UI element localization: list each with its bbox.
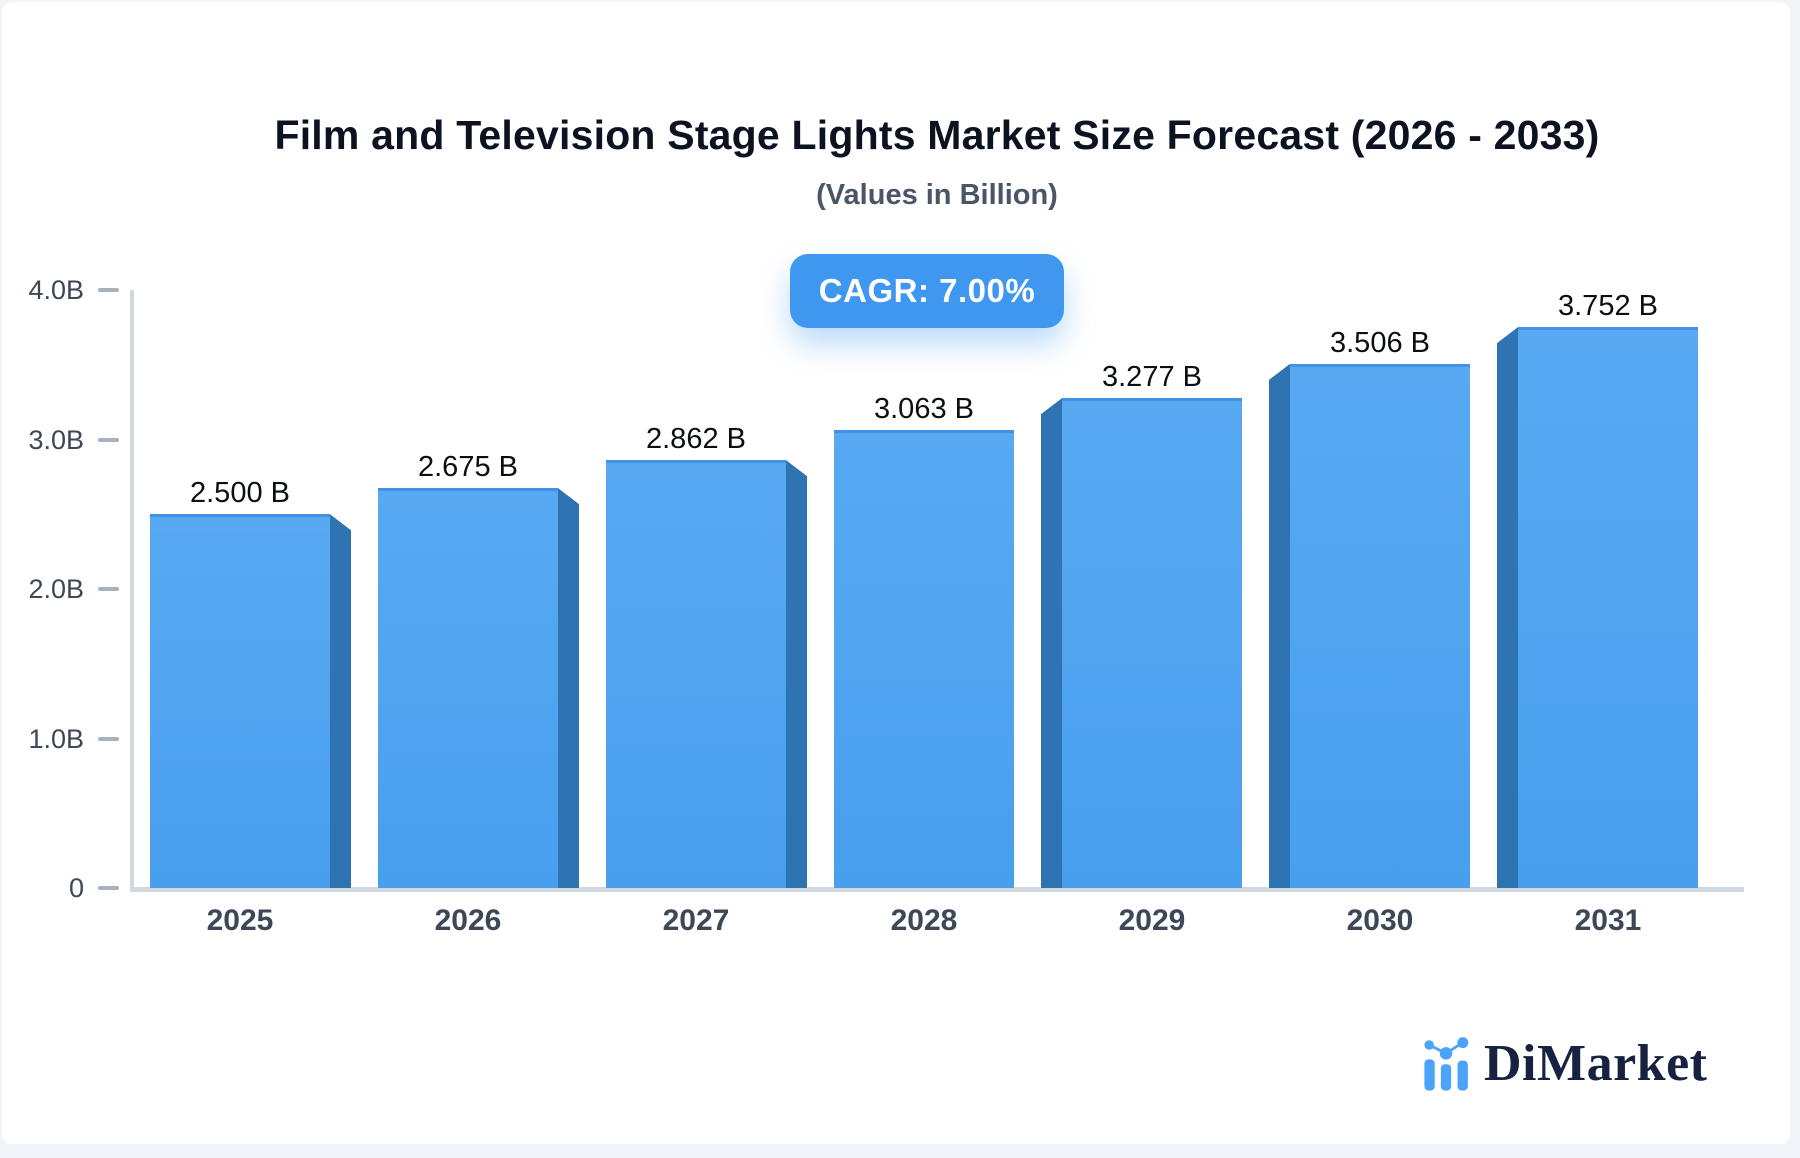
- y-axis-tick-label: 0: [68, 873, 84, 903]
- x-axis-label: 2030: [1346, 904, 1414, 937]
- chart-header: Film and Television Stage Lights Market …: [132, 112, 1742, 212]
- x-axis-label: 2028: [890, 904, 958, 937]
- y-axis-tick-label: 1.0B: [28, 723, 84, 754]
- y-axis-tick-label: 3.0B: [28, 424, 84, 455]
- bar-side-face: [1041, 398, 1062, 888]
- y-axis-tick: [98, 587, 119, 591]
- bar-value-label: 3.063 B: [874, 393, 974, 426]
- bar-side-face: [1269, 363, 1290, 888]
- y-axis-tick: [98, 736, 119, 741]
- bar: [378, 488, 558, 888]
- bar: [606, 460, 786, 888]
- bar-value-label: 2.500 B: [190, 477, 290, 510]
- bar-value-label: 2.862 B: [646, 423, 746, 456]
- y-axis-tick: [98, 437, 119, 442]
- y-axis-line: [130, 290, 134, 887]
- cagr-badge: CAGR: 7.00%: [790, 254, 1064, 328]
- brand-logo-text: DiMarket: [1484, 1034, 1708, 1092]
- x-axis-label: 2025: [206, 904, 274, 937]
- y-axis-tick-label: 4.0B: [28, 275, 84, 305]
- bar-value-label: 3.506 B: [1330, 326, 1430, 359]
- y-axis-tick: [98, 886, 119, 890]
- brand-logo-icon: [1424, 1037, 1469, 1091]
- bar-side-face: [558, 488, 579, 888]
- bar: [1290, 363, 1470, 888]
- bar-value-label: 3.277 B: [1102, 361, 1202, 394]
- bar-side-face: [330, 514, 351, 888]
- x-axis-label: 2026: [434, 904, 502, 937]
- bar-value-label: 3.752 B: [1558, 290, 1658, 323]
- bar: [834, 430, 1014, 888]
- chart-title: Film and Television Stage Lights Market …: [274, 112, 1600, 158]
- y-axis-tick: [98, 288, 119, 292]
- x-axis-label: 2027: [662, 904, 730, 937]
- bar: [1518, 327, 1698, 888]
- bar: [1062, 398, 1242, 888]
- bar-side-face: [1497, 327, 1518, 888]
- cagr-badge-label: CAGR: 7.00%: [818, 272, 1036, 309]
- y-axis-tick-label: 2.0B: [28, 574, 84, 604]
- bar: [150, 514, 330, 888]
- bar-value-label: 2.675 B: [418, 451, 518, 484]
- x-axis-line: [130, 887, 1744, 892]
- chart-card: Film and Television Stage Lights Market …: [2, 2, 1790, 1144]
- x-axis-label: 2031: [1574, 904, 1642, 937]
- x-axis-label: 2029: [1118, 904, 1186, 937]
- chart-subtitle: (Values in Billion): [816, 179, 1058, 211]
- brand-logo: DiMarket: [1422, 1032, 1707, 1094]
- bar-side-face: [786, 460, 807, 888]
